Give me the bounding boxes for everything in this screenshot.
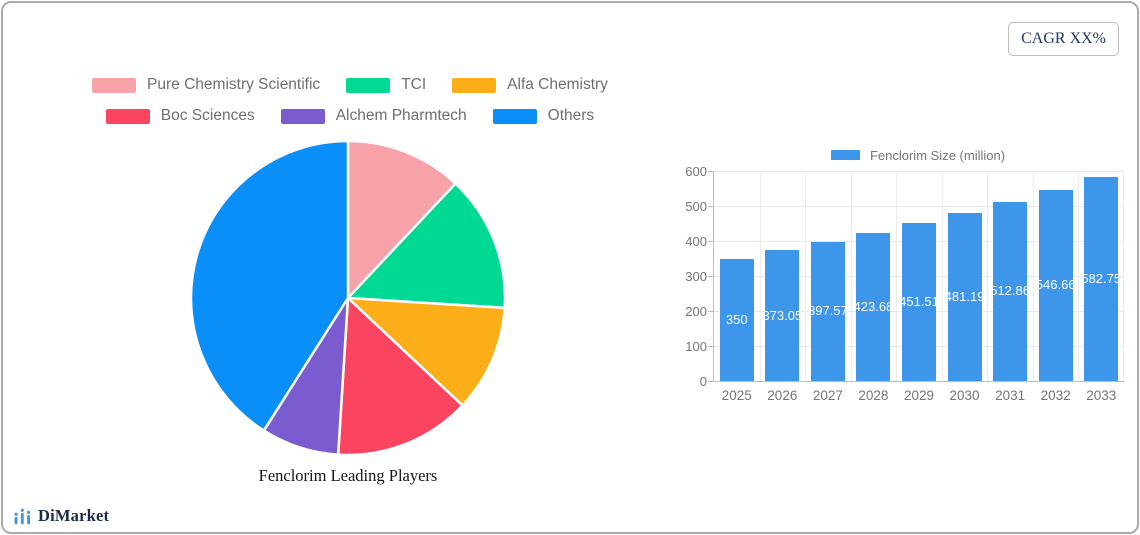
gridline-vertical [759,171,761,381]
legend-label: Pure Chemistry Scientific [147,76,321,93]
legend-swatch [492,108,537,124]
bar-chart-legend: Fenclorim Size (million) [713,147,1123,163]
x-axis-label: 2028 [858,388,889,403]
legend-swatch [452,77,497,93]
y-axis-tick [708,346,714,347]
pie-chart-title: Fenclorim Leading Players [258,466,438,485]
bar-chart-icon [14,508,31,524]
y-axis-tick [708,171,714,172]
x-axis-label: 2026 [767,388,798,403]
bar-2031[interactable] [993,201,1028,381]
legend-swatch [346,77,391,93]
y-axis-label: 300 [685,269,707,284]
x-axis-label: 2030 [949,388,980,403]
pie-slice-pure-chemistry-scientific[interactable] [346,139,457,300]
y-axis-label: 200 [685,304,707,319]
gridline-vertical [1078,171,1080,381]
legend-label: TCI [401,76,427,93]
bar-2025[interactable] [719,258,754,381]
legend-swatch [92,77,137,93]
bar-2027[interactable] [810,241,845,381]
pie-slice-alfa-chemistry[interactable] [346,296,506,407]
legend-item-tci[interactable]: TCI [346,76,426,94]
bar-2033[interactable] [1084,177,1119,381]
y-axis-label: 500 [685,199,707,214]
cagr-badge-label: CAGR XX% [1021,30,1106,47]
gridline-vertical [850,171,852,381]
pie-chart [189,139,507,457]
y-axis-label: 0 [699,374,707,389]
y-axis-label: 400 [685,234,707,249]
legend-item-alfa-chemistry[interactable]: Alfa Chemistry [452,76,608,94]
legend-item-boc-sciences[interactable]: Boc Sciences [105,107,255,125]
y-axis-tick [708,206,714,207]
x-axis-label: 2029 [903,388,935,403]
gridline-horizontal [714,206,1124,207]
y-axis-label: 600 [685,164,707,179]
y-axis-tick [708,381,714,382]
pie-slice-tci[interactable] [346,182,507,310]
x-axis-label: 2025 [721,388,752,403]
gridline-horizontal [714,171,1124,172]
bar-2026[interactable] [765,250,800,381]
bar-2030[interactable] [947,212,982,381]
legend-item-pure-chemistry-scientific[interactable]: Pure Chemistry Scientific [92,76,320,94]
bar-legend-label: Fenclorim Size (million) [869,147,1006,163]
x-axis-label: 2033 [1086,388,1117,403]
cagr-badge: CAGR XX% [1008,22,1119,56]
pie-slice-boc-sciences[interactable] [336,296,464,457]
x-axis-label: 2031 [995,388,1026,403]
gridline-vertical [805,171,807,381]
y-axis-label: 100 [685,339,707,354]
y-axis-tick [708,276,714,277]
legend-swatch [105,108,150,124]
legend-row: Boc Sciences Alchem Pharmtech Others [55,107,645,125]
legend-label: Boc Sciences [160,107,255,124]
legend-item-alchem-pharmtech[interactable]: Alchem Pharmtech [280,107,467,125]
bar-legend-swatch[interactable] [830,150,860,160]
brand-name: DiMarket [38,506,110,525]
legend-label: Alchem Pharmtech [335,107,467,124]
legend-label: Others [547,107,595,124]
pie-legend: Pure Chemistry Scientific TCI Alfa Chemist… [55,76,645,138]
gridline-vertical [1123,171,1124,381]
pie-chart-container [187,137,509,459]
bar-2028[interactable] [856,232,891,381]
legend-row: Pure Chemistry Scientific TCI Alfa Chemist… [55,76,645,94]
x-axis-label: 2027 [812,388,843,403]
y-axis-tick [708,311,714,312]
x-axis-label: 2032 [1040,388,1071,403]
gridline-vertical [1032,171,1034,381]
bar-2029[interactable] [902,222,936,381]
bar-chart-plot: 0 100 200 300 400 500 600 350 2025 373.05 2026 397.… [685,164,1124,403]
gridline-vertical [941,171,943,381]
gridline-vertical [896,171,898,381]
legend-swatch [280,108,325,124]
legend-label: Alfa Chemistry [507,76,608,93]
y-axis-tick [708,241,714,242]
gridline-vertical [987,171,989,381]
pie-slice-others[interactable] [189,139,350,432]
brand-logo: DiMarket [13,506,109,526]
legend-item-others[interactable]: Others [492,107,595,125]
bar-2032[interactable] [1038,189,1073,381]
